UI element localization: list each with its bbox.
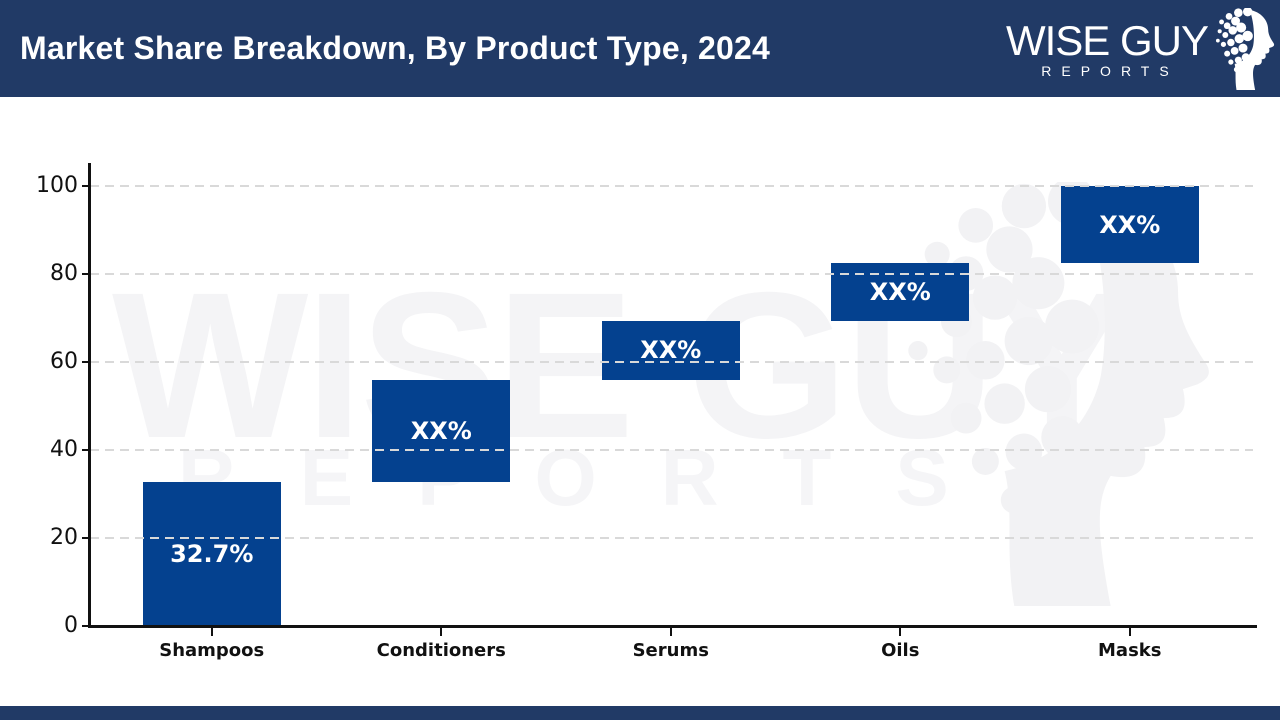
y-tick-60 [82,361,90,363]
gridline-100 [90,185,1253,187]
x-tick-masks [1128,628,1131,636]
logo-wiseguy-label: WISE GUY [1005,16,1209,64]
wiseguy-logo: WISE GUY REPORTS [1006,4,1276,94]
bar-value-label: XX% [410,416,472,445]
x-tick-shampoos [210,628,213,636]
wiseguy-logo-text: WISE GUY REPORTS [1005,16,1209,80]
y-tick-label-80: 80 [50,261,78,286]
y-tick-label-20: 20 [50,525,78,550]
y-tick-label-60: 60 [50,349,78,374]
y-tick-20 [82,537,90,539]
gridline-20 [90,537,1253,539]
x-tick-conditioners [440,628,443,636]
y-tick-label-0: 0 [64,613,78,638]
bar-value-label: XX% [640,336,702,365]
wiseguy-head-icon [1210,8,1276,90]
gridline-60 [90,361,1253,363]
gridline-40 [90,449,1253,451]
x-tick-label-masks: Masks [1098,640,1162,661]
x-tick-serums [669,628,672,636]
y-tick-100 [82,185,90,187]
x-tick-label-conditioners: Conditioners [376,640,506,661]
chart-title: Market Share Breakdown, By Product Type,… [20,30,770,66]
logo-reports-label: REPORTS [1041,63,1179,80]
y-tick-0 [82,625,90,627]
gridline-80 [90,273,1253,275]
y-tick-label-40: 40 [50,437,78,462]
bar-masks [1060,186,1199,264]
y-axis-spine [88,163,91,628]
x-tick-label-shampoos: Shampoos [159,640,265,661]
x-tick-oils [899,628,902,636]
bar-value-label: 32.7% [170,540,254,569]
x-tick-label-oils: Oils [881,640,920,661]
bar-shampoos [142,482,281,626]
bar-serums [601,321,740,380]
x-axis-spine [88,625,1257,628]
header-bar: Market Share Breakdown, By Product Type,… [0,0,1280,97]
bar-conditioners [372,379,511,483]
bar-oils [831,263,970,321]
y-tick-40 [82,449,90,451]
y-tick-label-100: 100 [36,173,78,198]
y-tick-80 [82,273,90,275]
bar-value-label: XX% [869,277,931,306]
footer-bar [0,706,1280,720]
x-tick-label-serums: Serums [632,640,709,661]
bar-value-label: XX% [1099,210,1161,239]
watermark-head-icon [878,177,1218,610]
